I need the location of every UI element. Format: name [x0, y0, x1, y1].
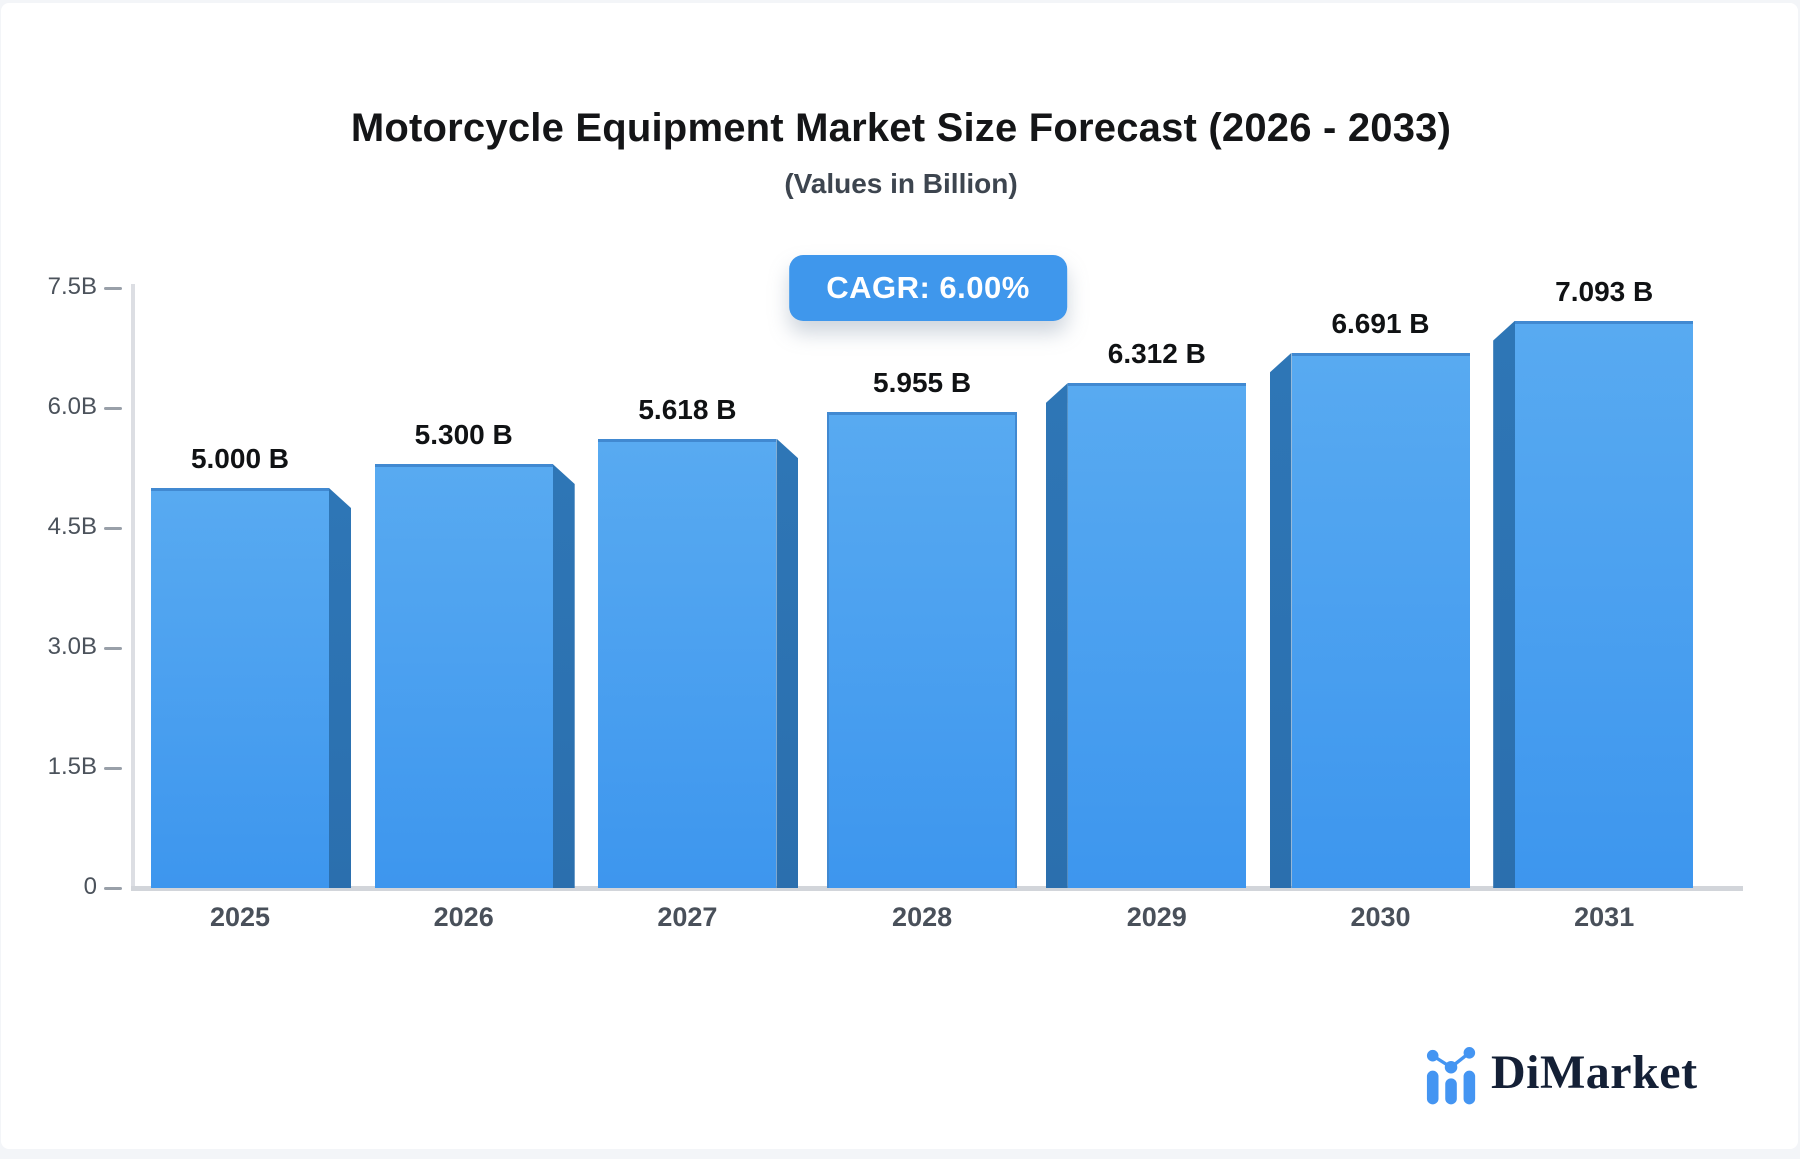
chart-card: Motorcycle Equipment Market Size Forecas…	[1, 3, 1798, 1149]
x-axis-label-2030: 2030	[1350, 902, 1411, 932]
y-axis-tick-label: 7.5B	[47, 273, 97, 300]
bar-chart-logo-icon	[1426, 1047, 1476, 1105]
x-axis-label-2026: 2026	[433, 902, 494, 932]
brand-logo-text: DiMarket	[1491, 1046, 1698, 1099]
x-axis-label-2029: 2029	[1126, 902, 1187, 932]
y-axis-tick-label: 0	[83, 873, 97, 900]
bar-2025	[151, 488, 329, 888]
bar-3d-side-2025	[329, 488, 351, 888]
bar-2031	[1515, 320, 1694, 888]
bar-3d-side-2029	[1045, 383, 1068, 888]
bar-value-label-2025: 5.000 B	[190, 443, 290, 474]
bar-value-label-2030: 6.691 B	[1331, 307, 1430, 339]
brand-logo: DiMarket	[1425, 1043, 1698, 1107]
bar-2026	[374, 464, 553, 888]
bar-3d-side-2031	[1493, 320, 1516, 888]
chart-subtitle: (Values in Billion)	[784, 168, 1018, 199]
bar-3d-side-2026	[552, 464, 575, 888]
y-axis-tick-label: 6.0B	[47, 393, 97, 420]
bar-chart-plot-area: 0 1.5B 3.0B 4.5B 6.0B 7.5B 5.000 B 2025 5.300 B 2…	[1, 3, 1800, 1159]
chart-title: Motorcycle Equipment Market Size Forecas…	[350, 106, 1452, 150]
bar-value-label-2029: 6.312 B	[1107, 338, 1206, 370]
y-axis-tick-mark	[104, 887, 122, 890]
bar-value-label-2026: 5.300 B	[414, 419, 513, 450]
y-axis-tick-mark	[104, 407, 122, 410]
bar-value-label-2028: 5.955 B	[873, 366, 972, 398]
y-axis-tick-mark	[104, 527, 122, 530]
y-axis-tick-label: 3.0B	[47, 633, 97, 660]
y-axis-tick-mark	[104, 767, 122, 770]
bar-value-label-2027: 5.618 B	[638, 393, 737, 425]
x-axis-label-2025: 2025	[209, 902, 271, 932]
cagr-badge: CAGR: 6.00%	[789, 255, 1067, 321]
x-axis-label-2027: 2027	[657, 902, 718, 932]
y-axis-tick-label: 1.5B	[47, 753, 97, 780]
y-axis-tick-mark	[104, 287, 122, 290]
y-axis-line	[131, 284, 135, 888]
x-axis-label-2028: 2028	[892, 902, 953, 932]
bar-2029	[1067, 383, 1246, 888]
bar-value-label-2031: 7.093 B	[1555, 275, 1654, 307]
x-axis-label-2031: 2031	[1574, 902, 1635, 932]
x-axis-baseline	[131, 886, 1743, 891]
bar-2027	[598, 438, 777, 888]
bar-2028	[827, 411, 1018, 888]
bar-3d-side-2030	[1269, 352, 1292, 888]
bar-2030	[1291, 352, 1470, 888]
y-axis-tick-label: 4.5B	[47, 513, 97, 540]
bar-3d-side-2027	[776, 438, 799, 888]
y-axis-tick-mark	[104, 647, 122, 650]
